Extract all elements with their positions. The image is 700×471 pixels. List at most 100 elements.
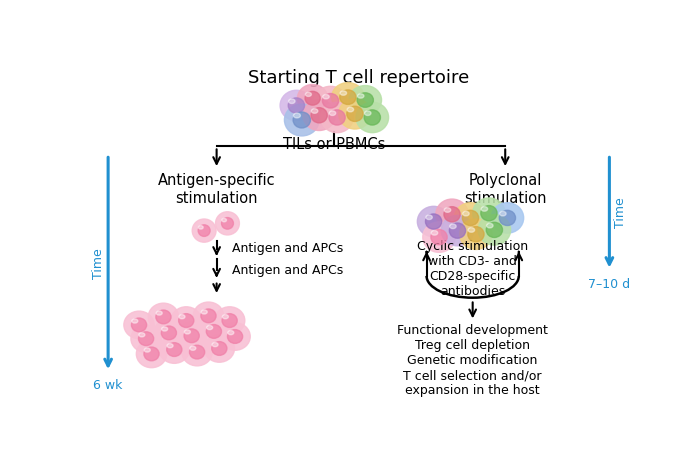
Ellipse shape (190, 345, 204, 359)
Ellipse shape (500, 211, 506, 216)
Ellipse shape (193, 219, 216, 242)
Ellipse shape (311, 108, 328, 123)
Ellipse shape (179, 315, 185, 319)
Ellipse shape (162, 327, 168, 331)
Ellipse shape (190, 346, 196, 350)
Text: Time: Time (614, 197, 626, 228)
Ellipse shape (288, 98, 304, 113)
Ellipse shape (340, 90, 356, 105)
Text: Functional development
Treg cell depletion
Genetic modification
T cell selection: Functional development Treg cell depleti… (397, 324, 548, 397)
Ellipse shape (161, 326, 176, 340)
Text: 7–10 d: 7–10 d (588, 278, 631, 291)
Ellipse shape (321, 102, 354, 133)
Ellipse shape (349, 86, 382, 114)
Ellipse shape (220, 323, 251, 350)
Ellipse shape (184, 329, 199, 343)
Ellipse shape (132, 318, 146, 332)
Ellipse shape (223, 315, 228, 319)
Ellipse shape (357, 93, 373, 107)
Ellipse shape (216, 212, 239, 235)
Ellipse shape (131, 325, 161, 352)
Ellipse shape (176, 322, 207, 349)
Ellipse shape (204, 335, 234, 362)
Ellipse shape (499, 210, 515, 226)
Ellipse shape (148, 303, 178, 331)
Ellipse shape (206, 325, 221, 338)
Ellipse shape (280, 90, 313, 121)
Ellipse shape (473, 198, 505, 228)
Ellipse shape (136, 340, 167, 368)
Ellipse shape (298, 84, 328, 112)
Ellipse shape (182, 338, 212, 366)
Ellipse shape (329, 111, 336, 115)
Ellipse shape (491, 203, 524, 233)
Ellipse shape (154, 319, 184, 347)
Ellipse shape (303, 100, 335, 130)
Ellipse shape (444, 207, 460, 222)
Ellipse shape (426, 214, 442, 229)
Text: Antigen and APCs: Antigen and APCs (232, 242, 343, 255)
Ellipse shape (211, 341, 227, 355)
Ellipse shape (228, 330, 243, 343)
Ellipse shape (144, 348, 150, 352)
Ellipse shape (305, 92, 312, 97)
Ellipse shape (339, 98, 371, 129)
Ellipse shape (463, 211, 469, 216)
Text: 6 wk: 6 wk (93, 379, 122, 392)
Ellipse shape (449, 224, 456, 228)
Ellipse shape (347, 107, 354, 112)
Ellipse shape (214, 307, 245, 334)
Ellipse shape (463, 210, 479, 226)
Ellipse shape (478, 215, 510, 245)
Ellipse shape (184, 330, 190, 334)
Ellipse shape (426, 215, 433, 219)
Ellipse shape (358, 94, 364, 98)
Ellipse shape (198, 225, 210, 236)
Ellipse shape (431, 231, 438, 235)
Text: TILs or PBMCs: TILs or PBMCs (283, 137, 386, 152)
Ellipse shape (323, 94, 339, 108)
Ellipse shape (193, 302, 224, 330)
Ellipse shape (139, 333, 145, 337)
Ellipse shape (449, 223, 466, 238)
Ellipse shape (212, 342, 218, 347)
Ellipse shape (132, 319, 138, 323)
Ellipse shape (417, 206, 450, 237)
Ellipse shape (481, 207, 488, 211)
Ellipse shape (468, 227, 475, 232)
Ellipse shape (178, 314, 194, 327)
Ellipse shape (431, 229, 447, 245)
Ellipse shape (222, 219, 227, 222)
Ellipse shape (436, 199, 468, 229)
Text: Time: Time (92, 248, 105, 279)
Ellipse shape (454, 203, 486, 233)
Ellipse shape (167, 344, 173, 348)
Ellipse shape (423, 222, 455, 252)
Ellipse shape (206, 325, 213, 330)
Ellipse shape (221, 218, 233, 229)
Text: Antigen and APCs: Antigen and APCs (232, 264, 343, 276)
Ellipse shape (444, 208, 451, 212)
Ellipse shape (198, 226, 203, 229)
Ellipse shape (171, 307, 202, 334)
Ellipse shape (201, 309, 216, 323)
Text: Cyclic stimulation
with CD3- and
CD28-specific
antibodies: Cyclic stimulation with CD3- and CD28-sp… (417, 240, 528, 298)
Ellipse shape (293, 112, 311, 128)
Ellipse shape (222, 314, 237, 327)
Ellipse shape (468, 227, 484, 242)
Ellipse shape (340, 91, 346, 95)
Ellipse shape (364, 110, 381, 125)
Ellipse shape (228, 331, 234, 335)
Ellipse shape (156, 310, 171, 324)
Ellipse shape (156, 311, 162, 315)
Ellipse shape (201, 310, 207, 314)
Ellipse shape (329, 110, 345, 125)
Text: Antigen-specific
stimulation: Antigen-specific stimulation (158, 173, 275, 206)
Ellipse shape (346, 106, 363, 122)
Ellipse shape (305, 91, 320, 105)
Ellipse shape (312, 109, 318, 114)
Ellipse shape (332, 82, 364, 112)
Text: Polyclonal
stimulation: Polyclonal stimulation (464, 173, 547, 206)
Ellipse shape (356, 102, 389, 133)
Ellipse shape (481, 205, 497, 221)
